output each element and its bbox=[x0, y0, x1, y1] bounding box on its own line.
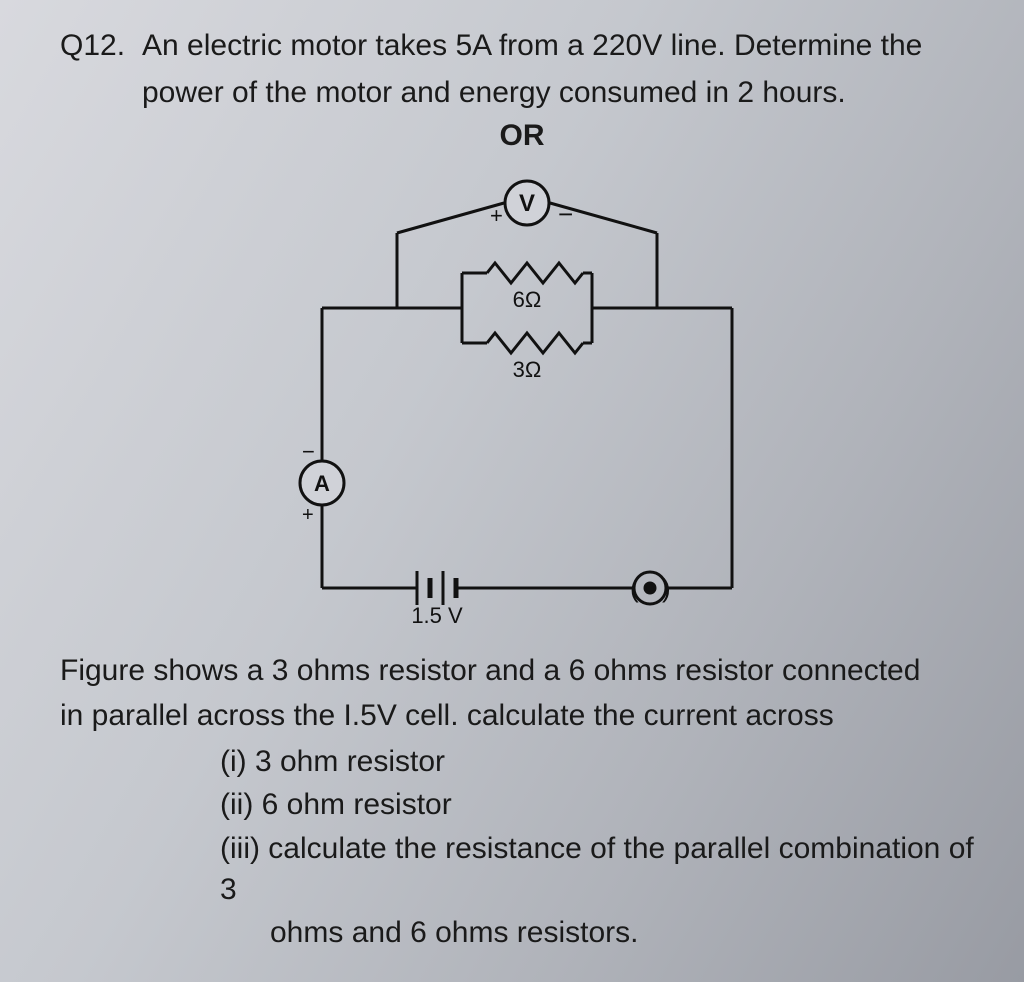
followup-line-1: Figure shows a 3 ohms resistor and a 6 o… bbox=[60, 650, 984, 691]
page-content: Q12.An electric motor takes 5A from a 22… bbox=[0, 0, 1024, 954]
sub-iii: (iii) calculate the resistance of the pa… bbox=[60, 828, 984, 911]
key-paren-right: ) bbox=[662, 573, 671, 603]
question-line-2: power of the motor and energy consumed i… bbox=[60, 73, 984, 114]
circuit-diagram: V + − 6Ω 3Ω A − + 1.5 V (•) ( ) bbox=[262, 163, 782, 638]
sub-ii: (ii) 6 ohm resistor bbox=[60, 784, 984, 825]
sub-iii-2: ohms and 6 ohms resistors. bbox=[60, 912, 984, 953]
voltmeter-plus: + bbox=[490, 203, 503, 228]
ammeter-label: A bbox=[314, 471, 330, 496]
r1-label: 6Ω bbox=[513, 287, 542, 312]
r2-label: 3Ω bbox=[513, 357, 542, 382]
ammeter-plus: + bbox=[302, 504, 314, 526]
followup-line-2: in parallel across the I.5V cell. calcul… bbox=[60, 695, 984, 736]
voltmeter-label: V bbox=[519, 190, 535, 217]
voltmeter-minus: − bbox=[558, 199, 573, 229]
ammeter-minus: − bbox=[302, 439, 315, 464]
or-label: OR bbox=[322, 119, 722, 153]
question-text-1: An electric motor takes 5A from a 220V l… bbox=[142, 29, 922, 62]
sub-i: (i) 3 ohm resistor bbox=[60, 741, 984, 782]
circuit-svg: V + − 6Ω 3Ω A − + 1.5 V (•) ( ) bbox=[262, 163, 782, 633]
circuit-labels: V + − 6Ω 3Ω A − + 1.5 V (•) bbox=[302, 190, 650, 628]
cell-label: 1.5 V bbox=[411, 603, 463, 628]
key-paren-left: ( bbox=[630, 573, 639, 603]
question-line-1: Q12.An electric motor takes 5A from a 22… bbox=[60, 26, 984, 67]
question-number: Q12. bbox=[60, 26, 142, 67]
